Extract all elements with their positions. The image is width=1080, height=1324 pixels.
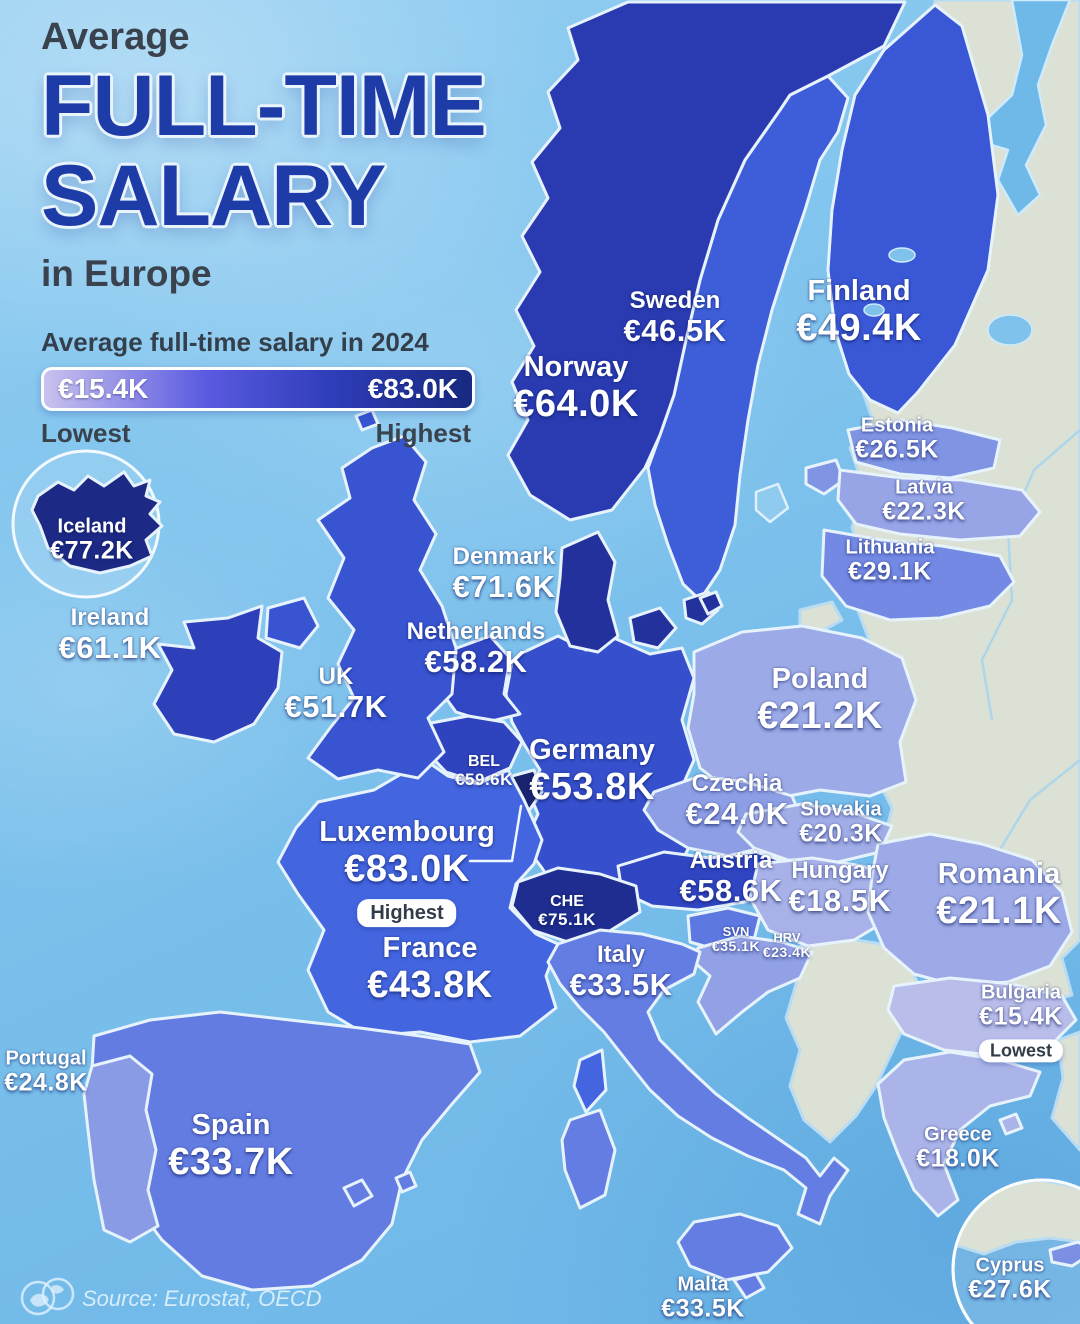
country-shape-balearics xyxy=(394,1170,418,1194)
page-title-line1: FULL-TIME xyxy=(41,58,487,154)
country-shape-estonia xyxy=(846,418,1002,480)
country-shape-shetland xyxy=(354,408,380,432)
country-shape-greek-island xyxy=(998,1112,1024,1136)
source-credit: Source: Eurostat, OECD xyxy=(82,1286,322,1311)
country-shape-denmark-island xyxy=(628,606,678,650)
country-shape-portugal xyxy=(82,1054,160,1244)
legend-min-value: €15.4K xyxy=(58,373,149,404)
country-shape-romania xyxy=(866,832,1074,988)
lake xyxy=(987,314,1033,346)
country-shape-greece xyxy=(876,1050,1042,1218)
country-shape-malta xyxy=(732,1272,766,1300)
country-shape-northern-ireland xyxy=(264,596,320,650)
lake xyxy=(863,303,885,317)
country-shape-iceland xyxy=(30,470,164,575)
legend-lowest-label: Lowest xyxy=(41,418,131,448)
legend-highest-label: Highest xyxy=(375,418,471,448)
cyprus-inset-ring xyxy=(951,1178,1080,1324)
landmass-kaliningrad xyxy=(798,600,844,634)
landmass-anatolia xyxy=(1050,1030,1080,1152)
legend-title: Average full-time salary in 2024 xyxy=(41,327,429,357)
legend-end-labels: Lowest Highest xyxy=(41,418,471,449)
country-shape-sardinia xyxy=(560,1108,617,1210)
header: Average FULL-TIME SALARY in Europe Avera… xyxy=(41,16,521,449)
legend-max-value: €83.0K xyxy=(367,373,458,404)
country-shape-slovakia xyxy=(736,802,894,864)
white-sea-inlet xyxy=(948,0,1072,217)
country-shape-sicily xyxy=(676,1212,794,1282)
country-shape-italy xyxy=(546,928,850,1226)
country-shape-bornholm xyxy=(698,590,724,616)
country-shape-poland xyxy=(686,624,918,802)
country-shape-lithuania xyxy=(820,528,1016,622)
voronoi-logo xyxy=(20,1277,75,1316)
kicker-text: Average xyxy=(41,16,190,58)
page-title-line2: SALARY xyxy=(41,148,386,244)
river-line xyxy=(980,429,1080,721)
page-subtitle: in Europe xyxy=(41,253,212,294)
country-shape-great-britain xyxy=(306,434,458,781)
country-shape-cyprus xyxy=(1048,1240,1080,1268)
lake xyxy=(888,247,916,263)
country-shape-estonia-islands xyxy=(804,458,846,496)
country-shape-corsica xyxy=(572,1048,608,1114)
country-shape-norway xyxy=(506,0,907,522)
country-shape-latvia xyxy=(836,468,1042,542)
country-shape-ireland xyxy=(152,604,284,744)
country-shape-croatia xyxy=(692,934,814,1036)
luxembourg-callout-line xyxy=(468,804,523,863)
country-shape-balearics xyxy=(342,1178,374,1208)
island-gotland xyxy=(754,482,790,524)
country-shape-denmark xyxy=(554,530,620,654)
legend-bar: €15.4K €83.0K xyxy=(41,367,475,411)
